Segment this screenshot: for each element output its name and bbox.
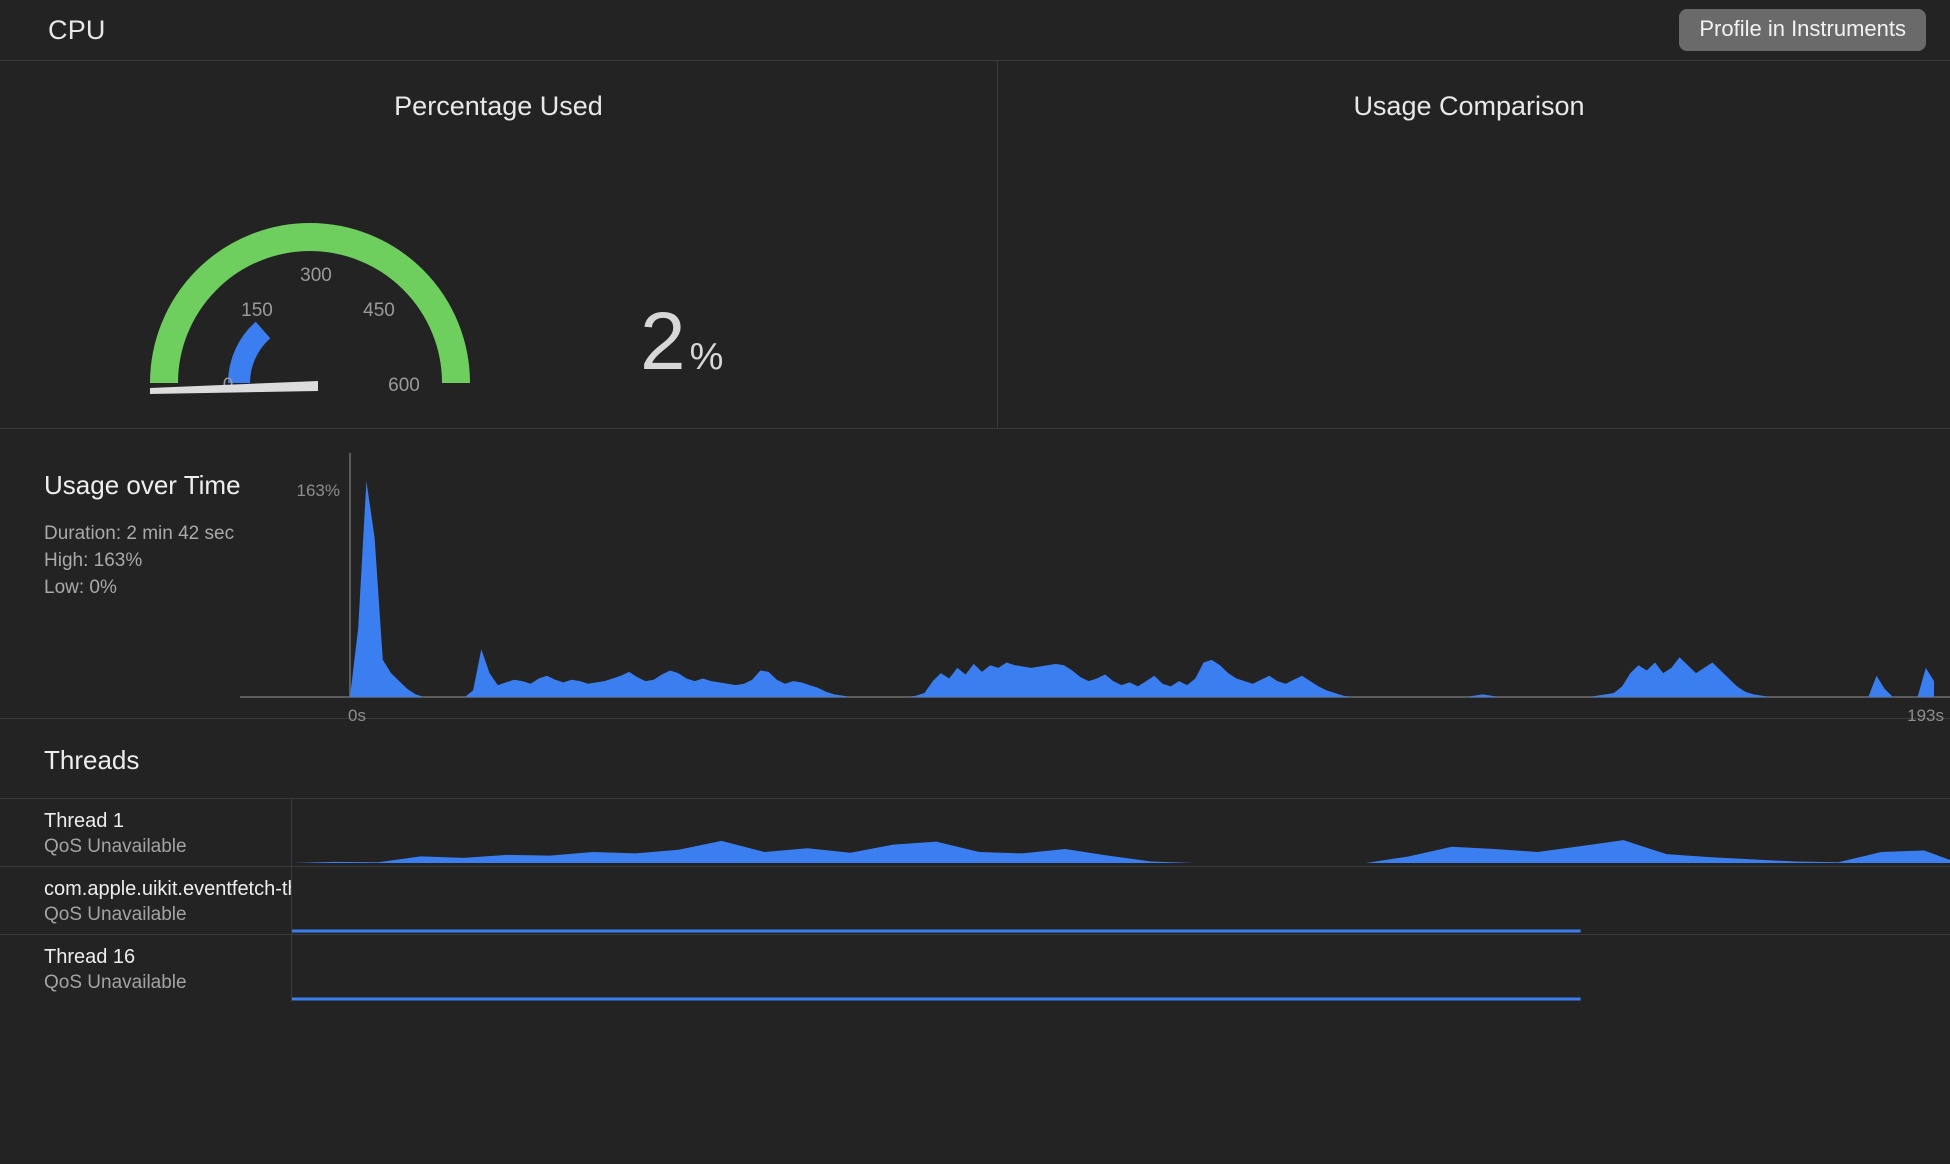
- cpu-percentage-number: 2: [640, 296, 686, 387]
- thread-area-series: [292, 840, 1950, 863]
- page-title: CPU: [48, 14, 106, 45]
- gauge-needle: [150, 381, 318, 394]
- profile-in-instruments-button[interactable]: Profile in Instruments: [1679, 9, 1926, 51]
- thread-name: Thread 16: [44, 946, 136, 968]
- cpu-percentage-value: 2 %: [640, 301, 723, 383]
- thread-qos: QoS Unavailable: [44, 972, 187, 993]
- cpu-header: CPU Profile in Instruments: [0, 0, 1950, 61]
- thread-label: Thread 1 QoS Unavailable: [0, 799, 292, 866]
- gauge-track-arc: [150, 223, 470, 384]
- thread-qos: QoS Unavailable: [44, 836, 187, 857]
- thread-name: com.apple.uikit.eventfetch-thr: [44, 878, 292, 900]
- usage-y-max-label: 163%: [296, 481, 340, 500]
- usage-x-max-label: 193s: [1907, 706, 1944, 725]
- gauges-row: Percentage Used 0 150 300 450 600 2 %: [0, 61, 1950, 429]
- thread-graph: [292, 935, 1950, 1002]
- thread-label: Thread 16 QoS Unavailable: [0, 935, 292, 1002]
- thread-label: com.apple.uikit.eventfetch-thr QoS Unava…: [0, 867, 292, 934]
- thread-graph: [292, 867, 1950, 934]
- usage-comparison-panel: Usage Comparison NestedPag: [998, 61, 1950, 428]
- usage-over-time-plot: [240, 453, 1950, 698]
- cpu-percentage-unit: %: [689, 336, 724, 378]
- usage-comparison-title: Usage Comparison: [1353, 91, 1585, 121]
- usage-over-time-title: Usage over Time: [44, 470, 241, 500]
- usage-x-min-label: 0s: [348, 706, 366, 725]
- gauge-value-arc: [228, 321, 271, 384]
- threads-title: Threads: [44, 745, 140, 775]
- usage-area-series: [350, 481, 1934, 697]
- thread-graph: [292, 799, 1950, 866]
- thread-name: Thread 1: [44, 810, 125, 832]
- gauge-tick-600: 600: [388, 375, 420, 396]
- usage-over-time-info: Usage over Time Duration: 2 min 42 sec H…: [44, 471, 284, 602]
- usage-over-time-stats: Duration: 2 min 42 sec High: 163% Low: 0…: [44, 521, 284, 602]
- usage-duration: Duration: 2 min 42 sec: [44, 523, 235, 545]
- usage-over-time-section: Usage over Time Duration: 2 min 42 sec H…: [0, 429, 1950, 725]
- table-row[interactable]: Thread 1 QoS Unavailable: [0, 798, 1950, 866]
- usage-over-time-chart[interactable]: 163% 0s 193s: [240, 453, 1950, 725]
- usage-high: High: 163%: [44, 550, 143, 572]
- cpu-gauge-chart: 0 150 300 450 600: [150, 216, 470, 396]
- percentage-used-title: Percentage Used: [394, 91, 603, 121]
- gauge-tick-450: 450: [363, 300, 395, 321]
- threads-section: Threads Thread 1 QoS Unavailable com.app…: [0, 719, 1950, 1002]
- thread-qos: QoS Unavailable: [44, 904, 187, 925]
- percentage-used-panel: Percentage Used 0 150 300 450 600 2 %: [0, 61, 998, 428]
- table-row[interactable]: com.apple.uikit.eventfetch-thr QoS Unava…: [0, 866, 1950, 934]
- gauge-tick-150: 150: [241, 300, 273, 321]
- table-row[interactable]: Thread 16 QoS Unavailable: [0, 934, 1950, 1002]
- usage-low: Low: 0%: [44, 577, 117, 599]
- gauge-tick-300: 300: [300, 265, 332, 286]
